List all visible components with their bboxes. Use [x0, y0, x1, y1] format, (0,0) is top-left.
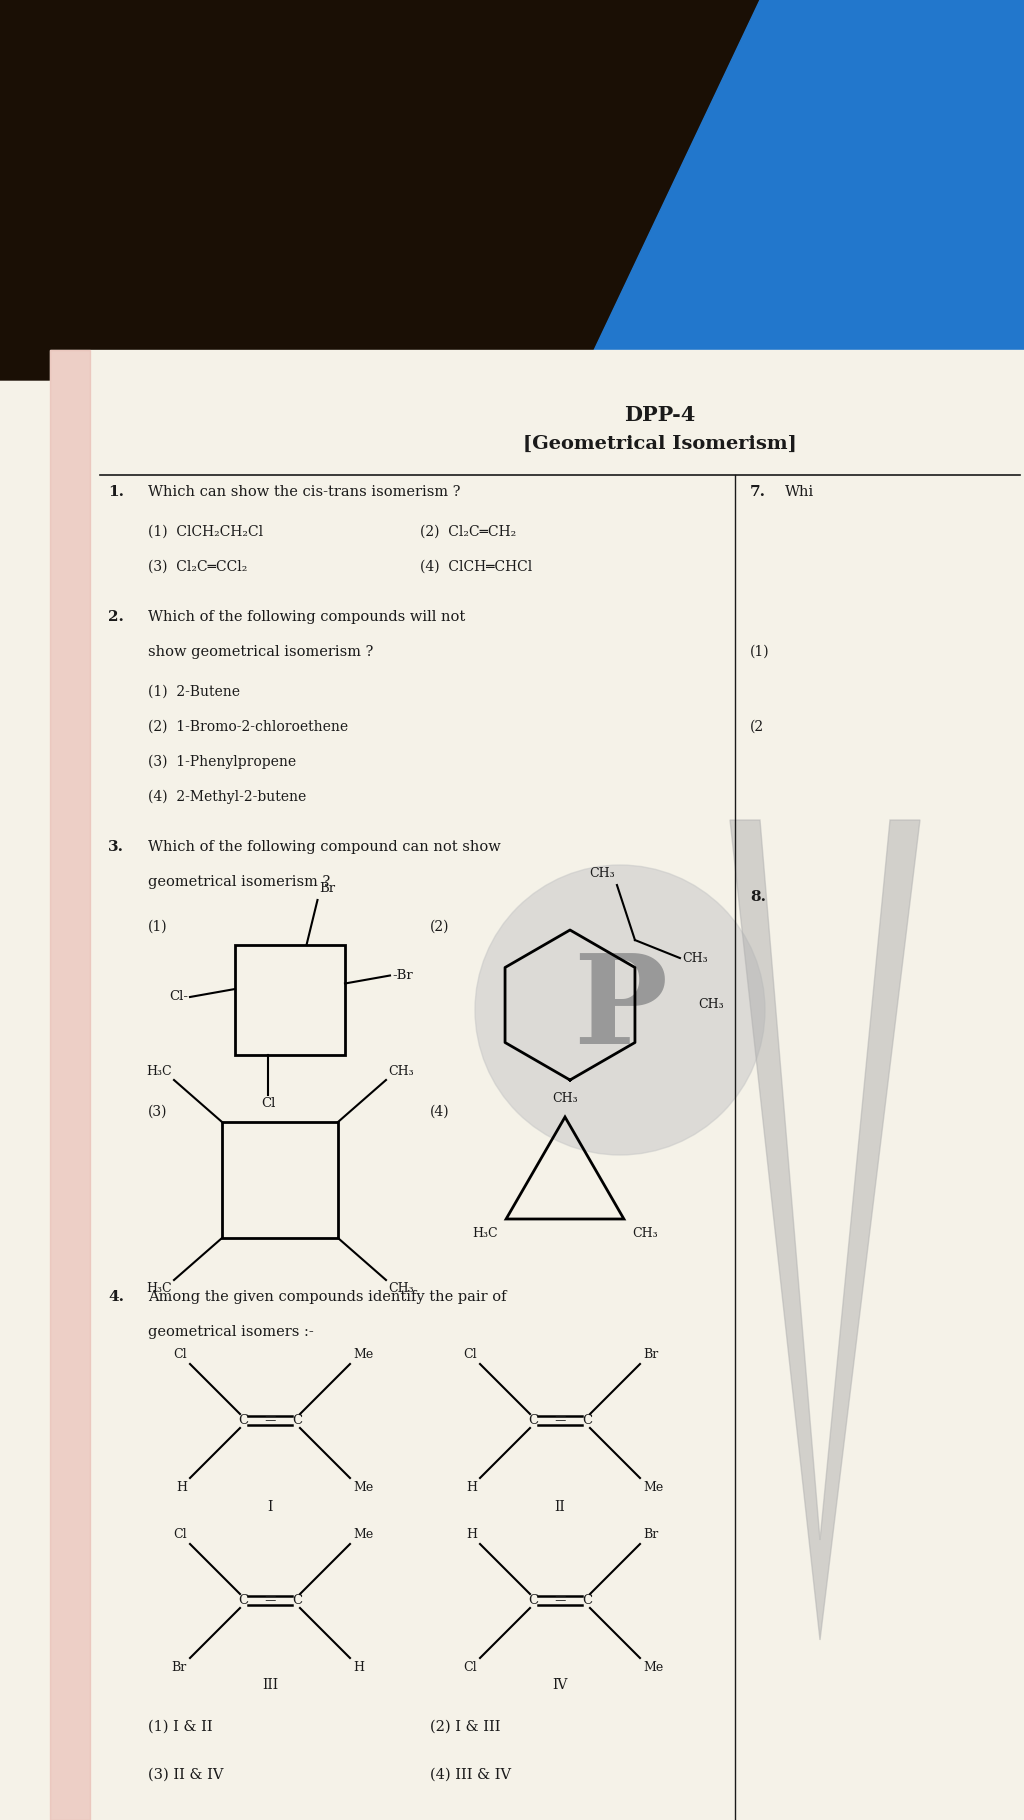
Text: C: C: [582, 1414, 592, 1427]
Text: 8.: 8.: [750, 890, 766, 905]
Circle shape: [475, 864, 765, 1156]
Text: Cl: Cl: [464, 1662, 477, 1674]
Text: geometrical isomerism ?: geometrical isomerism ?: [148, 875, 331, 888]
Text: Cl: Cl: [173, 1529, 187, 1542]
Text: geometrical isomers :-: geometrical isomers :-: [148, 1325, 313, 1340]
Text: (2: (2: [750, 721, 764, 733]
Text: 3.: 3.: [108, 841, 124, 854]
Text: CH₃: CH₃: [552, 1092, 578, 1105]
Text: H₃C: H₃C: [146, 1281, 172, 1296]
Text: C: C: [528, 1594, 538, 1607]
Text: (3): (3): [148, 1105, 168, 1119]
Text: H: H: [466, 1481, 477, 1494]
Text: III: III: [262, 1678, 279, 1693]
Text: C: C: [238, 1594, 248, 1607]
Text: (3)  Cl₂C═CCl₂: (3) Cl₂C═CCl₂: [148, 561, 248, 573]
Text: 7.: 7.: [750, 484, 766, 499]
Polygon shape: [580, 0, 1024, 380]
Text: C: C: [582, 1594, 592, 1607]
Text: Which can show the cis-trans isomerism ?: Which can show the cis-trans isomerism ?: [148, 484, 461, 499]
Text: (1) I & II: (1) I & II: [148, 1720, 213, 1734]
Text: (1)  2-Butene: (1) 2-Butene: [148, 684, 240, 699]
Text: -Br: -Br: [392, 968, 413, 983]
Text: (3) II & IV: (3) II & IV: [148, 1767, 223, 1782]
Text: =: =: [263, 1412, 276, 1429]
Text: CH₃: CH₃: [590, 866, 615, 881]
Text: Whi: Whi: [785, 484, 814, 499]
Text: DPP-4: DPP-4: [625, 406, 695, 426]
Text: CH₃: CH₃: [388, 1281, 414, 1296]
Polygon shape: [730, 821, 920, 1640]
Polygon shape: [50, 349, 1024, 1820]
Text: Br: Br: [643, 1349, 658, 1361]
Text: IV: IV: [552, 1678, 567, 1693]
Text: Which of the following compound can not show: Which of the following compound can not …: [148, 841, 501, 854]
Text: 2.: 2.: [108, 610, 124, 624]
Text: Cl: Cl: [173, 1349, 187, 1361]
Text: CH₃: CH₃: [632, 1227, 657, 1239]
Text: H₃C: H₃C: [146, 1065, 172, 1077]
Text: Among the given compounds identify the pair of: Among the given compounds identify the p…: [148, 1290, 507, 1303]
Text: (2)  Cl₂C═CH₂: (2) Cl₂C═CH₂: [420, 524, 516, 539]
Text: Me: Me: [643, 1662, 664, 1674]
Text: Br: Br: [172, 1662, 187, 1674]
Text: CH₃: CH₃: [698, 999, 724, 1012]
Text: I: I: [267, 1500, 272, 1514]
Text: (2)  1-Bromo-2-chloroethene: (2) 1-Bromo-2-chloroethene: [148, 721, 348, 733]
Text: Br: Br: [643, 1529, 658, 1542]
Text: =: =: [553, 1412, 566, 1429]
Text: Which of the following compounds will not: Which of the following compounds will no…: [148, 610, 465, 624]
Polygon shape: [50, 349, 90, 1820]
Text: =: =: [553, 1591, 566, 1609]
Polygon shape: [0, 0, 760, 380]
Text: II: II: [555, 1500, 565, 1514]
Text: (4)  ClCH═CHCl: (4) ClCH═CHCl: [420, 561, 532, 573]
Text: (2) I & III: (2) I & III: [430, 1720, 501, 1734]
Text: CH₃: CH₃: [682, 952, 708, 965]
Text: C: C: [528, 1414, 538, 1427]
Text: 4.: 4.: [108, 1290, 124, 1303]
Text: (1): (1): [750, 644, 770, 659]
Text: [Geometrical Isomerism]: [Geometrical Isomerism]: [523, 435, 797, 453]
Text: Me: Me: [353, 1529, 374, 1542]
Text: Me: Me: [353, 1481, 374, 1494]
Text: CH₃: CH₃: [388, 1065, 414, 1077]
Text: H: H: [466, 1529, 477, 1542]
Text: H₃C: H₃C: [472, 1227, 498, 1239]
Text: P: P: [573, 950, 667, 1070]
Text: (3)  1-Phenylpropene: (3) 1-Phenylpropene: [148, 755, 296, 770]
Text: 1.: 1.: [108, 484, 124, 499]
Text: (4) III & IV: (4) III & IV: [430, 1767, 511, 1782]
Text: Cl: Cl: [464, 1349, 477, 1361]
Text: (1): (1): [148, 919, 168, 934]
Text: C: C: [292, 1414, 302, 1427]
Text: Me: Me: [353, 1349, 374, 1361]
Text: (4): (4): [430, 1105, 450, 1119]
Text: H: H: [353, 1662, 364, 1674]
Text: show geometrical isomerism ?: show geometrical isomerism ?: [148, 644, 374, 659]
Text: Me: Me: [643, 1481, 664, 1494]
Text: Br: Br: [319, 883, 336, 895]
Text: =: =: [263, 1591, 276, 1609]
Text: C: C: [238, 1414, 248, 1427]
Text: Cl-: Cl-: [169, 990, 188, 1003]
Text: H: H: [176, 1481, 187, 1494]
Text: Cl: Cl: [261, 1097, 275, 1110]
Text: (2): (2): [430, 919, 450, 934]
Text: C: C: [292, 1594, 302, 1607]
Text: (4)  2-Methyl-2-butene: (4) 2-Methyl-2-butene: [148, 790, 306, 804]
Text: (1)  ClCH₂CH₂Cl: (1) ClCH₂CH₂Cl: [148, 524, 263, 539]
